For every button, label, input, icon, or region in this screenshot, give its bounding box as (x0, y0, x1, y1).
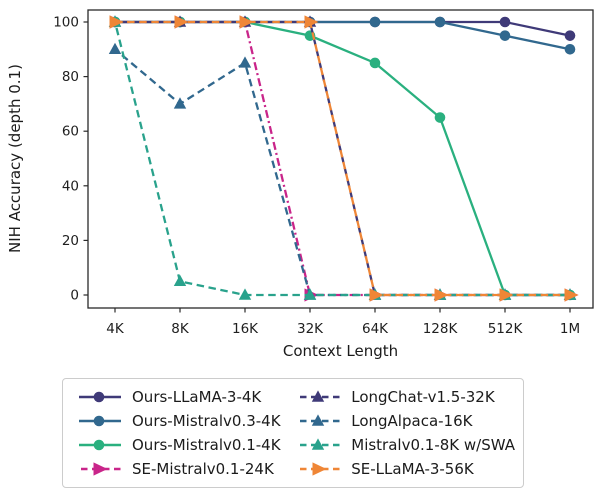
data-point-circle (564, 30, 576, 41)
data-point-circle (93, 415, 105, 427)
data-point-triangle (173, 274, 187, 287)
legend-marker-triangle-icon (298, 438, 341, 450)
data-point-arrow (93, 462, 108, 476)
x-axis-label: Context Length (282, 342, 399, 360)
data-point-triangle (238, 56, 252, 68)
y-tick-label: 60 (62, 124, 79, 140)
data-point-circle (564, 44, 576, 55)
data-point-triangle (173, 97, 187, 109)
series-line (114, 48, 570, 297)
x-tick-label: 32K (297, 321, 324, 337)
legend-marker-triangle-icon (298, 414, 341, 426)
legend-item: SE-LLaMA-3-56K (296, 457, 515, 481)
legend-marker-triangle-icon (298, 390, 341, 402)
data-point-circle (93, 439, 105, 451)
legend-item: SE-Mistralv0.1-24K (77, 457, 296, 481)
data-point-circle (499, 30, 511, 41)
legend-item: Ours-Mistralv0.3-4K (77, 409, 296, 433)
data-point-arrow (239, 15, 254, 29)
legend-item: LongChat-v1.5-32K (296, 385, 515, 409)
legend-marker-arrow-icon (79, 462, 121, 476)
data-point-arrow (499, 288, 514, 302)
data-point-circle (434, 112, 446, 123)
data-point-circle (369, 16, 381, 28)
legend-item: Ours-LLaMA-3-4K (77, 385, 296, 409)
y-axis-label: NIH Accuracy (depth 0.1) (6, 64, 24, 254)
series-line (113, 21, 570, 297)
x-tick-label: 4K (106, 321, 125, 337)
series-se-llama-3-56k (109, 15, 579, 302)
legend-marker-circle-icon (79, 391, 121, 403)
data-point-arrow (312, 462, 327, 476)
x-tick-label: 8K (171, 321, 190, 337)
y-tick-label: 0 (70, 288, 79, 304)
legend-marker-circle-icon (79, 439, 121, 451)
legend-label: LongAlpaca-16K (351, 411, 473, 430)
y-tick-label: 80 (62, 69, 79, 85)
data-point-triangle (108, 42, 122, 54)
y-tick-label: 40 (62, 178, 79, 194)
legend-item: LongAlpaca-16K (296, 409, 515, 433)
legend-marker-circle-icon (79, 415, 121, 427)
legend-label: Ours-Mistralv0.1-4K (132, 435, 281, 454)
series-se-mistralv0-1-24k (109, 15, 579, 302)
legend-item: Mistralv0.1-8K w/SWA (296, 433, 515, 457)
data-point-arrow (564, 288, 579, 302)
data-point-circle (434, 16, 446, 28)
data-point-triangle (312, 414, 325, 426)
legend-column: Ours-LLaMA-3-4K Ours-Mistralv0.3-4K Ours-M… (77, 385, 296, 481)
x-tick-label: 64K (362, 321, 389, 337)
y-tick-label: 20 (62, 233, 79, 249)
legend-label: Ours-LLaMA-3-4K (132, 387, 262, 406)
legend-label: Ours-Mistralv0.3-4K (132, 411, 281, 430)
legend-label: SE-LLaMA-3-56K (351, 459, 474, 478)
legend-column: LongChat-v1.5-32K LongAlpaca-16K Mistralv0… (296, 385, 515, 481)
data-point-triangle (312, 390, 325, 402)
x-tick-label: 1M (560, 321, 580, 337)
data-point-arrow (434, 288, 449, 302)
data-point-circle (369, 57, 381, 69)
data-point-arrow (304, 15, 319, 29)
data-point-triangle (238, 288, 252, 300)
data-point-arrow (369, 288, 384, 302)
line-chart-canvas: 4K 8K 16K 32K 64K 128K 512K 1M 0 20 40 60 80 100 (53, 9, 594, 337)
legend-marker-arrow-icon (298, 462, 341, 476)
series-longalpaca-16k (108, 42, 577, 300)
data-point-circle (93, 391, 105, 403)
series-longchat-v1-5-32k (108, 15, 577, 300)
data-point-circle (499, 16, 511, 28)
x-tick-label: 128K (423, 321, 459, 337)
legend: Ours-LLaMA-3-4K Ours-Mistralv0.3-4K Ours-M… (62, 378, 524, 488)
data-point-triangle (303, 288, 317, 300)
legend-label: Mistralv0.1-8K w/SWA (351, 435, 515, 454)
legend-item: Ours-Mistralv0.1-4K (77, 433, 296, 457)
series-line (115, 20, 570, 297)
x-tick-label: 16K (232, 321, 259, 337)
data-point-arrow (109, 15, 124, 29)
data-point-arrow (174, 15, 189, 29)
legend-label: LongChat-v1.5-32K (351, 387, 495, 406)
series-line (115, 20, 570, 297)
y-tick-label: 100 (53, 15, 79, 31)
data-point-triangle (312, 438, 325, 450)
plot-border (87, 9, 594, 309)
x-tick-label: 512K (488, 321, 524, 337)
legend-label: SE-Mistralv0.1-24K (132, 459, 274, 478)
